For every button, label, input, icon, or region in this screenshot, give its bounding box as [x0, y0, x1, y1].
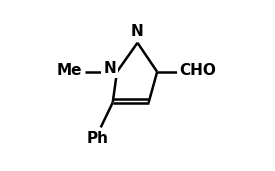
Text: N: N	[131, 24, 144, 39]
Text: N: N	[103, 61, 116, 76]
Text: CHO: CHO	[179, 63, 216, 78]
Text: Ph: Ph	[86, 131, 108, 146]
Text: Me: Me	[56, 63, 82, 78]
